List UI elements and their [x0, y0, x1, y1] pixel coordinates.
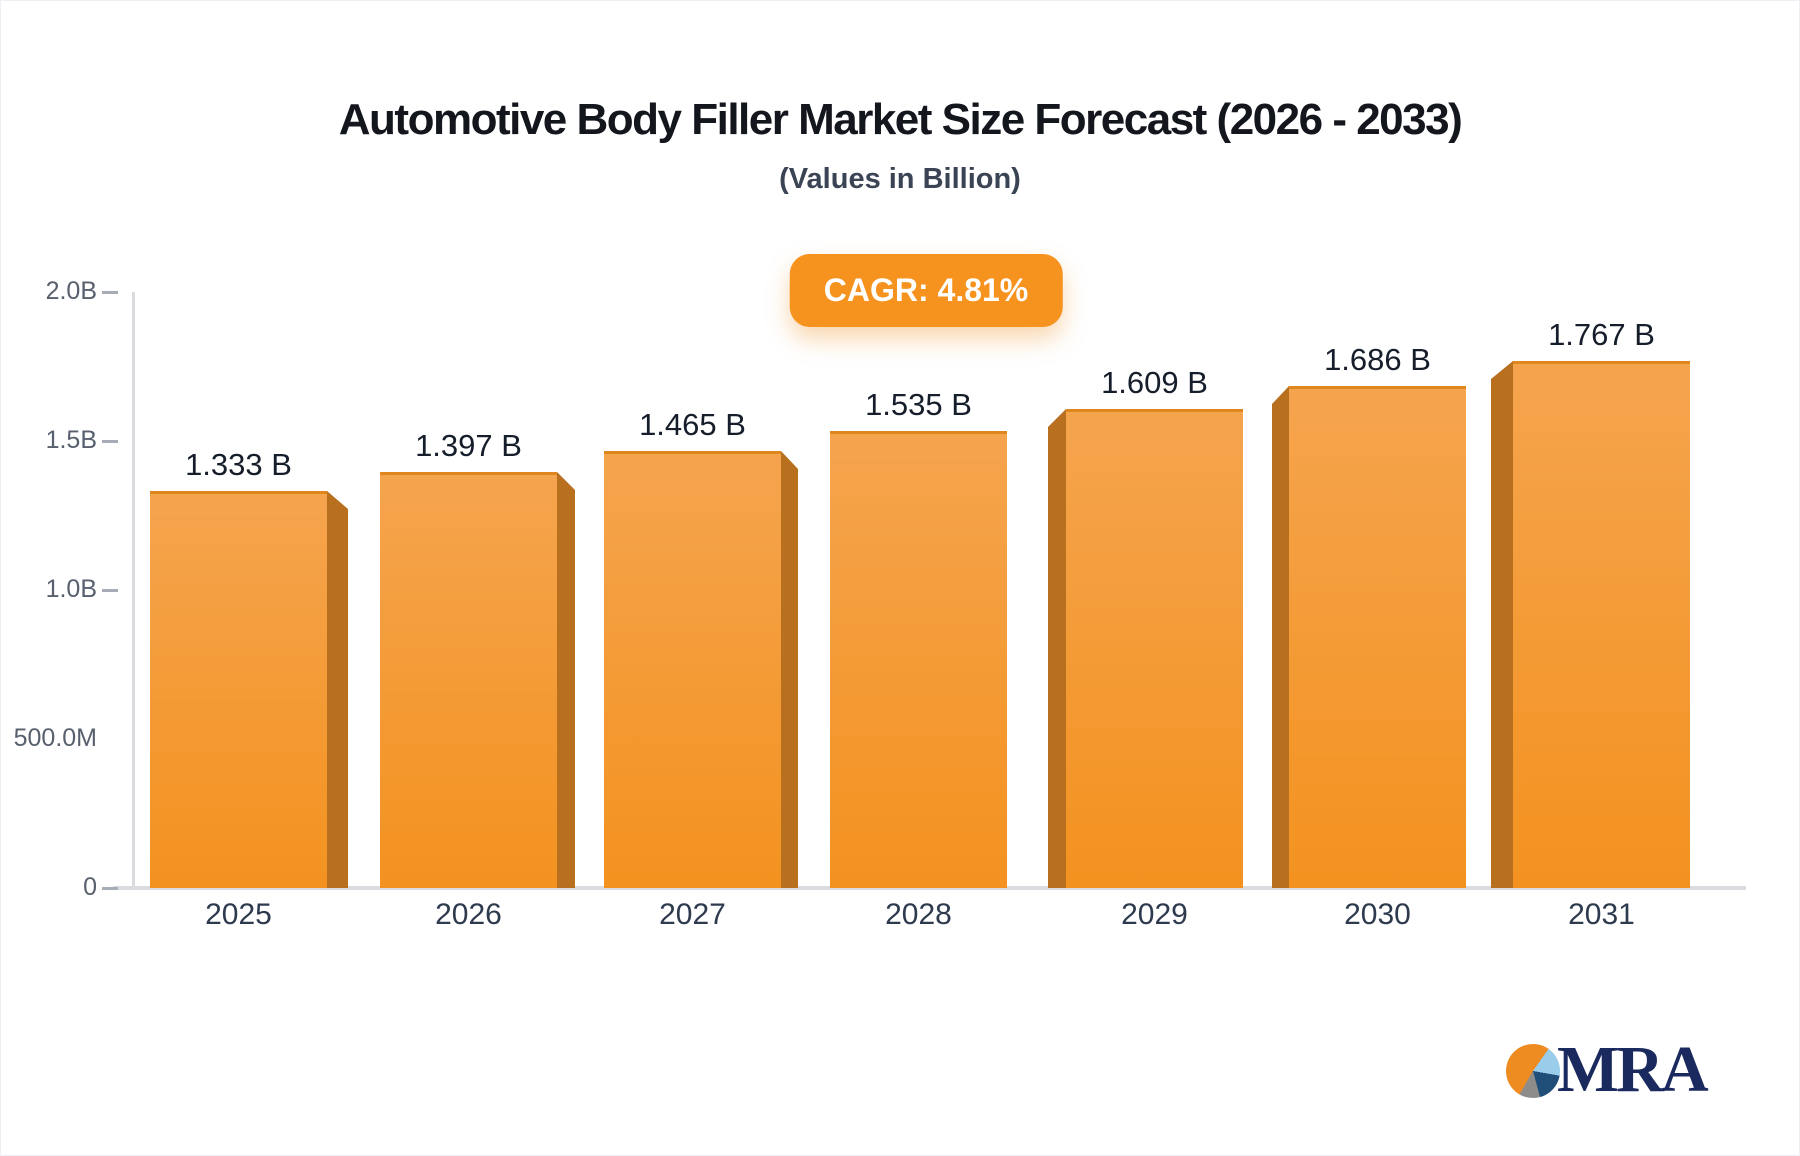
bar-value-label: 1.333 B: [185, 447, 292, 482]
bar-3d-side: [1048, 409, 1066, 888]
y-tick-label: 2.0B: [45, 277, 97, 305]
y-tick-label: 1.5B: [45, 426, 97, 454]
y-tick-label: 500.0M: [13, 724, 97, 752]
y-axis-line: [132, 292, 135, 888]
bar-3d-side: [557, 472, 575, 888]
bar-2030: [1289, 386, 1466, 888]
bar-2027: [604, 451, 781, 888]
bar-3d-side: [781, 451, 798, 888]
logo-text: MRA: [1557, 1033, 1709, 1106]
x-axis-label-2026: 2026: [435, 898, 502, 931]
bar-3d-side: [1272, 386, 1289, 888]
x-axis-label-2027: 2027: [659, 898, 726, 931]
y-tick-mark: [102, 589, 118, 592]
cagr-badge: CAGR: 4.81%: [789, 254, 1063, 327]
x-axis-label-2025: 2025: [205, 898, 272, 931]
bar-value-label: 1.535 B: [865, 387, 972, 422]
y-tick-mark: [102, 440, 118, 443]
x-axis-label-2030: 2030: [1344, 898, 1411, 931]
bar-value-label: 1.609 B: [1101, 365, 1208, 400]
bar-value-label: 1.686 B: [1324, 342, 1431, 377]
bar-value-label: 1.465 B: [639, 407, 746, 442]
bar-value-label: 1.397 B: [415, 428, 522, 463]
x-axis-label-2029: 2029: [1121, 898, 1188, 931]
y-tick-mark: [102, 291, 118, 294]
chart-subtitle: (Values in Billion): [779, 163, 1021, 195]
bar-3d-side: [1491, 361, 1513, 888]
y-tick-label: 1.0B: [45, 575, 97, 603]
bar-2031: [1513, 361, 1690, 888]
bar-2025: [150, 491, 327, 888]
x-axis-label-2031: 2031: [1568, 898, 1635, 931]
y-tick-label: 0: [83, 873, 97, 901]
x-axis-label-2028: 2028: [885, 898, 952, 931]
bar-3d-side: [327, 491, 348, 888]
chart-title: Automotive Body Filler Market Size Forec…: [338, 95, 1463, 144]
bar-2029: [1066, 409, 1243, 888]
bar-2026: [380, 472, 557, 888]
bar-value-label: 1.767 B: [1548, 317, 1655, 352]
bar-2028: [830, 431, 1007, 888]
y-tick-mark: [102, 887, 118, 890]
pie-chart-logo-icon: [1506, 1044, 1560, 1098]
x-axis-baseline: [113, 886, 1746, 890]
